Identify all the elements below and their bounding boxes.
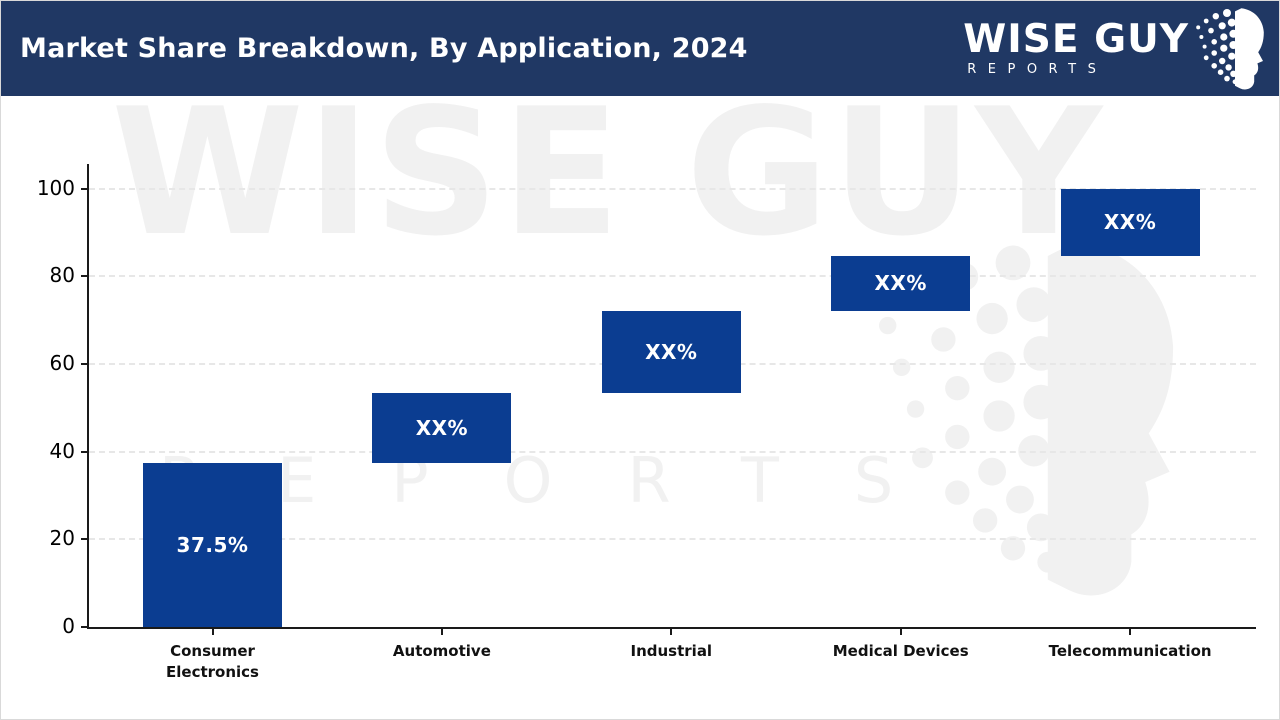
y-tick-label: 20 [49,526,75,551]
logo-wordmark: WISE GUY REPORTS [963,20,1189,77]
x-category-label: Automotive [392,642,491,660]
waterfall-bar: XX% [1060,188,1200,257]
y-tick-label: 0 [62,614,75,638]
x-category-label: Telecommunication [1048,642,1212,660]
bar-value-label: 37.5% [176,532,249,557]
bar-value-label: XX% [415,415,469,440]
bar-value-label: XX% [645,339,698,364]
x-axis-tick [899,629,902,635]
logo-name: WISE GUY [963,17,1189,62]
waterfall-bar: XX% [372,392,512,463]
y-axis-tick [81,187,89,190]
y-axis-tick [81,450,89,453]
gridline [89,187,1256,190]
y-axis-tick [81,626,89,628]
logo-subtitle: REPORTS [967,62,1108,77]
x-axis-tick [440,629,443,635]
x-category-label: Consumer Electronics [166,642,259,681]
x-category-label: Industrial [630,642,713,660]
watermark-head-icon [879,242,1174,596]
y-axis-line [87,164,89,629]
x-axis-tick [211,629,214,635]
y-tick-label: 40 [49,438,75,463]
gridline [89,275,1256,278]
y-axis-tick [81,275,89,278]
y-tick-label: 100 [36,175,75,200]
header-band: Market Share Breakdown, By Application, … [1,1,1279,96]
dotted-head-icon [1196,7,1264,89]
bar-value-label: XX% [1103,210,1157,235]
gridline [89,538,1256,541]
waterfall-bar: 37.5% [143,462,282,627]
waterfall-bar: XX% [601,310,741,393]
watermark-text: WISE GUY [111,72,1105,275]
y-tick-label: 60 [49,350,75,375]
waterfall-bar: XX% [831,256,971,311]
y-axis-tick [81,538,89,541]
y-tick-label: 80 [49,263,75,288]
y-axis-tick [81,362,89,365]
x-category-label: Medical Devices [832,642,969,660]
bar-value-label: XX% [874,271,927,296]
gridline [89,450,1256,453]
chart-area: WISE GUY REPORTS 0 20 40 60 80 100 37.5% Consum… [1,86,1279,719]
x-axis-line [87,627,1256,629]
wise-guy-logo: WISE GUY REPORTS [963,5,1279,93]
x-axis-tick [1129,629,1132,635]
x-axis-tick [670,629,673,635]
page-title: Market Share Breakdown, By Application, … [20,33,748,64]
